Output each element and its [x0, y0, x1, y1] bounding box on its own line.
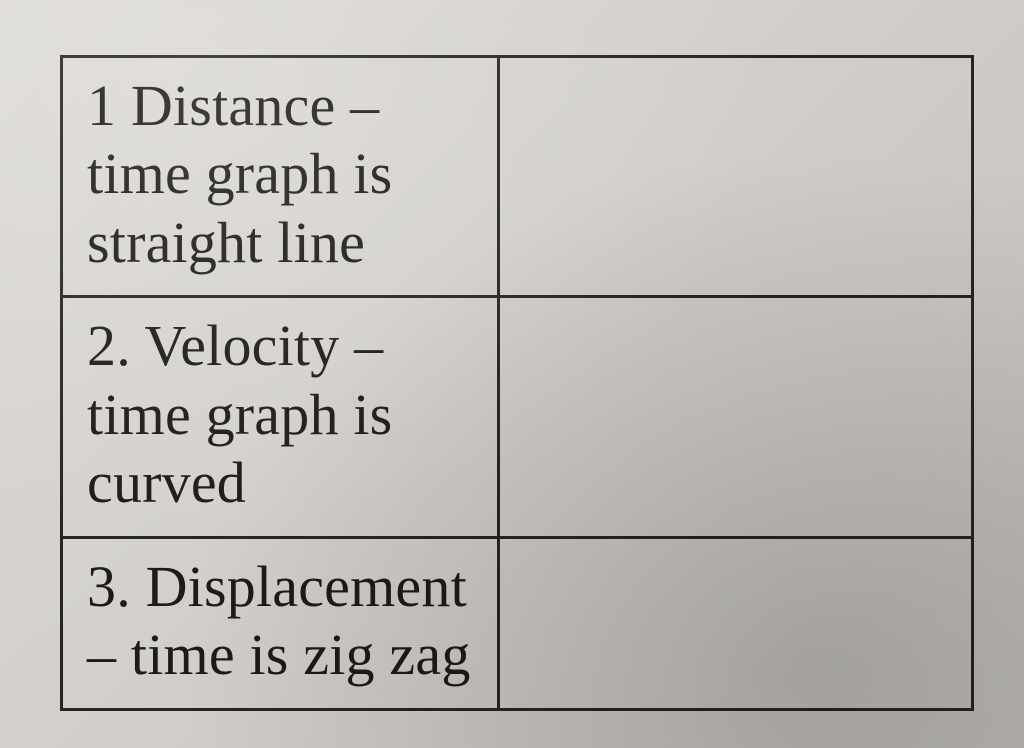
table-row: 3. Displacement – time is zig zag — [62, 537, 973, 709]
cell-statement-1: 1 Distance – time graph is straight line — [62, 57, 499, 297]
table-row: 2. Velocity – time graph is curved — [62, 297, 973, 537]
cell-answer-3 — [499, 537, 973, 709]
statements-table: 1 Distance – time graph is straight line… — [60, 55, 974, 711]
cell-statement-2: 2. Velocity – time graph is curved — [62, 297, 499, 537]
cell-answer-2 — [499, 297, 973, 537]
table-row: 1 Distance – time graph is straight line — [62, 57, 973, 297]
cell-answer-1 — [499, 57, 973, 297]
cell-statement-3: 3. Displacement – time is zig zag — [62, 537, 499, 709]
